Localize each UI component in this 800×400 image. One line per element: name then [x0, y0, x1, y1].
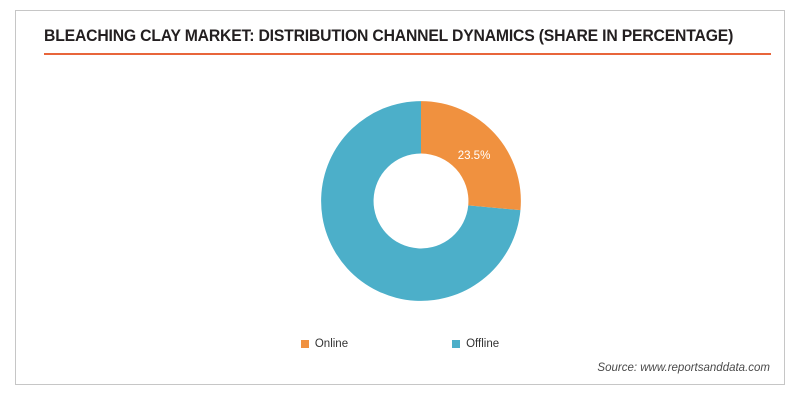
legend-item-offline[interactable]: Offline: [452, 338, 499, 350]
pie-slice-online[interactable]: [421, 101, 521, 211]
slice-label-online: 23.5%: [458, 150, 491, 162]
legend-item-online[interactable]: Online: [300, 338, 349, 350]
title-underline-rule: [44, 53, 771, 55]
legend-swatch-online-icon: [300, 340, 309, 348]
donut-chart-svg: 23.5%: [321, 101, 521, 301]
chart-legend: Online Offline: [16, 332, 784, 356]
legend-swatch-offline-icon: [452, 340, 461, 348]
pie-slice-offline[interactable]: [321, 101, 521, 301]
legend-label-offline: Offline: [466, 338, 500, 350]
page-title: BLEACHING CLAY MARKET: DISTRIBUTION CHAN…: [44, 27, 734, 45]
donut-chart: 23.5% Online Offline: [16, 11, 784, 384]
legend-label-online: Online: [314, 338, 349, 350]
chart-card: BLEACHING CLAY MARKET: DISTRIBUTION CHAN…: [15, 10, 785, 385]
source-attribution: Source: www.reportsanddata.com: [597, 362, 770, 374]
